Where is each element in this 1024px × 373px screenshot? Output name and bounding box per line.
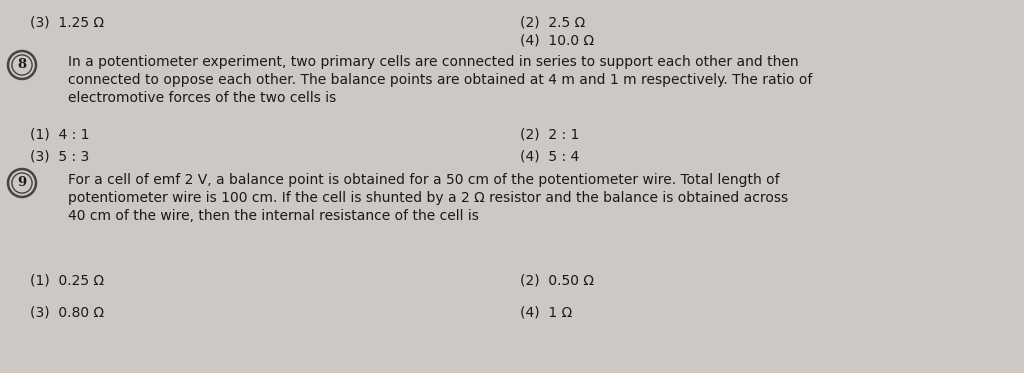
- Text: (2)  2.5 Ω: (2) 2.5 Ω: [520, 15, 586, 29]
- Text: For a cell of emf 2 V, a balance point is obtained for a 50 cm of the potentiome: For a cell of emf 2 V, a balance point i…: [68, 173, 779, 187]
- Text: (4)  5 : 4: (4) 5 : 4: [520, 149, 580, 163]
- Text: (3)  5 : 3: (3) 5 : 3: [30, 149, 89, 163]
- Text: (4)  10.0 Ω: (4) 10.0 Ω: [520, 33, 594, 47]
- Text: (4)  1 Ω: (4) 1 Ω: [520, 305, 572, 319]
- Text: (2)  2 : 1: (2) 2 : 1: [520, 127, 580, 141]
- Text: electromotive forces of the two cells is: electromotive forces of the two cells is: [68, 91, 336, 105]
- Text: potentiometer wire is 100 cm. If the cell is shunted by a 2 Ω resistor and the b: potentiometer wire is 100 cm. If the cel…: [68, 191, 788, 205]
- Text: In a potentiometer experiment, two primary cells are connected in series to supp: In a potentiometer experiment, two prima…: [68, 55, 799, 69]
- Text: (2)  0.50 Ω: (2) 0.50 Ω: [520, 273, 594, 287]
- Text: (3)  0.80 Ω: (3) 0.80 Ω: [30, 305, 104, 319]
- Text: (1)  4 : 1: (1) 4 : 1: [30, 127, 89, 141]
- Text: (1)  0.25 Ω: (1) 0.25 Ω: [30, 273, 104, 287]
- Text: 8: 8: [17, 59, 27, 72]
- Text: 40 cm of the wire, then the internal resistance of the cell is: 40 cm of the wire, then the internal res…: [68, 209, 479, 223]
- Text: 9: 9: [17, 176, 27, 189]
- Text: (3)  1.25 Ω: (3) 1.25 Ω: [30, 15, 104, 29]
- Text: connected to oppose each other. The balance points are obtained at 4 m and 1 m r: connected to oppose each other. The bala…: [68, 73, 812, 87]
